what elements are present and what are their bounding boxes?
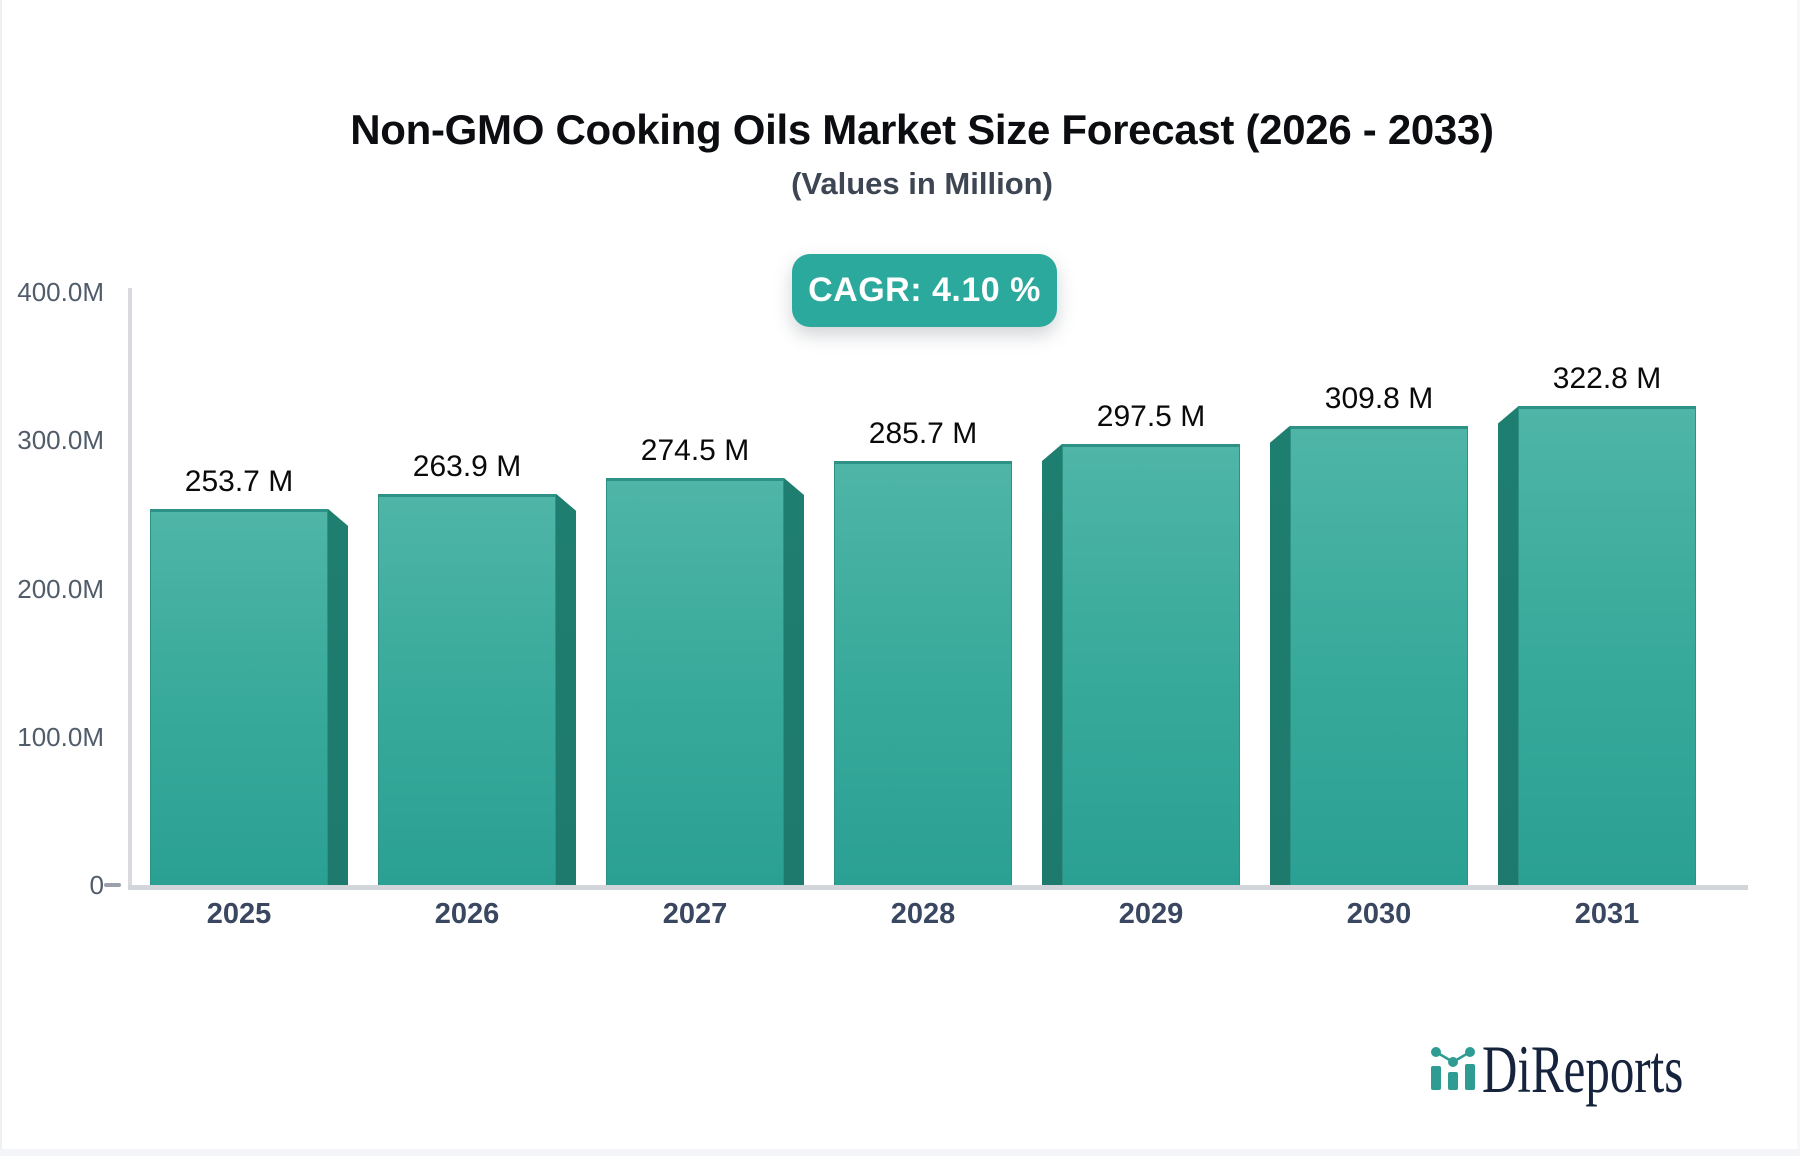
x-axis-label-2027: 2027 <box>662 898 728 930</box>
bar-value-label-2028: 285.7 M <box>868 417 978 451</box>
y-tick-label-100: 100.0M <box>17 721 104 752</box>
cagr-badge-label: CAGR: 4.10 % <box>808 271 1041 309</box>
bar-2030 <box>1290 425 1468 885</box>
zero-tick-mark <box>104 883 121 887</box>
x-axis-label-2028: 2028 <box>890 898 956 930</box>
bar-value-label-2030: 309.8 M <box>1324 381 1434 415</box>
page-subtitle: (Values in Million) <box>791 166 1053 201</box>
card-edge-right <box>1797 0 1800 1156</box>
card-edge-bottom <box>0 1149 1800 1156</box>
bar-2031 <box>1518 406 1696 885</box>
bar-2025 <box>150 508 328 885</box>
bar-2028 <box>834 461 1012 885</box>
bar-value-label-2027: 274.5 M <box>640 434 750 468</box>
cagr-badge: CAGR: 4.10 % <box>792 254 1057 327</box>
mini-bar-chart-trend-icon <box>1431 1047 1475 1090</box>
y-tick-label-0: 0 <box>89 870 104 900</box>
bar-side-2029 <box>1042 443 1062 885</box>
x-axis-label-2031: 2031 <box>1574 898 1640 930</box>
y-tick-label-300: 300.0M <box>17 425 104 456</box>
x-axis-label-2026: 2026 <box>434 898 500 930</box>
x-axis-label-2029: 2029 <box>1118 898 1184 930</box>
card-edge-left <box>0 0 2 1156</box>
bar-side-2030 <box>1270 425 1290 885</box>
bar-2027 <box>606 478 784 885</box>
page-title: Non-GMO Cooking Oils Market Size Forecas… <box>350 106 1494 153</box>
bar-side-2026 <box>556 493 576 885</box>
bar-2026 <box>378 493 556 885</box>
bar-side-2027 <box>784 478 804 885</box>
brand-name: DiReports <box>1482 1031 1684 1107</box>
bar-value-label-2029: 297.5 M <box>1096 399 1206 433</box>
x-axis-label-2025: 2025 <box>206 898 272 930</box>
bar-2029 <box>1062 443 1240 885</box>
bar-side-2031 <box>1498 406 1518 885</box>
y-axis-line <box>128 288 132 888</box>
bar-side-2025 <box>328 508 348 885</box>
y-tick-label-200: 200.0M <box>17 573 104 604</box>
x-axis-label-2030: 2030 <box>1346 898 1412 930</box>
y-tick-label-400: 400.0M <box>17 277 104 307</box>
bar-value-label-2031: 322.8 M <box>1552 362 1662 396</box>
bar-value-label-2026: 263.9 M <box>412 449 522 483</box>
brand-logo: DiReports <box>1428 1030 1718 1110</box>
bar-value-label-2025: 253.7 M <box>184 464 294 498</box>
x-axis-baseline <box>128 885 1748 890</box>
